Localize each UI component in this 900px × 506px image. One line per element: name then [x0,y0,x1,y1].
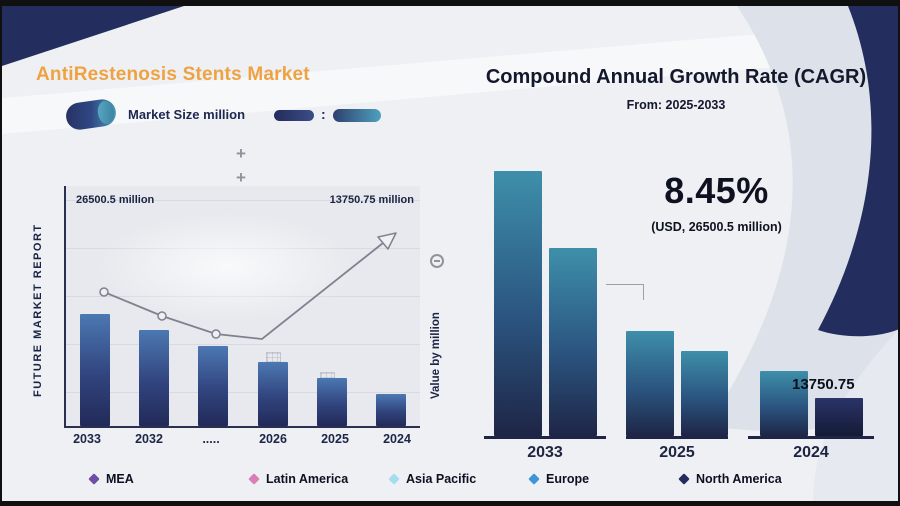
cagr-x-label: 2025 [659,444,695,461]
diamond-icon [388,473,400,485]
cagr-bar-group: 2033 [484,171,606,462]
legend-item-asia-pacific: Asia Pacific [388,472,477,486]
baseline [484,436,606,439]
legend-label: MEA [106,472,134,486]
baseline [748,436,874,439]
legend-label: North America [696,472,782,486]
legend-label: Europe [546,472,590,486]
future-market-report-label: FUTURE MARKET REPORT [32,223,44,397]
cagr-value: 8.45% [664,170,769,211]
value-axis-label: Value by million [430,312,442,400]
corner-decor [606,284,644,300]
market-size-legend: Market Size million [64,97,246,132]
diamond-icon [678,473,690,485]
page-title: AntiRestenosis Stents Market [36,64,310,85]
legend: MEA Latin America Asia Pacific Europe North … [2,472,898,496]
background-decor [2,6,898,501]
x-axis-label: 2033 [73,432,101,446]
x-axis-label: 2024 [383,432,411,446]
plus-icon: + [236,168,246,187]
legend-item-europe: Europe [528,472,590,486]
cagr-title: Compound Annual Growth Rate (CAGR) [485,66,867,88]
cagr-x-label: 2024 [793,444,829,461]
plus-icon: + [236,144,246,163]
legend-label: Asia Pacific [406,472,477,486]
left-chart-xlabels: 2033 2032..... 2026 2025 2024 [64,432,420,446]
cagr-bar [814,398,863,436]
stent-capsule-icon [64,97,118,132]
baseline [626,436,728,439]
left-chart-bars [74,314,412,426]
cagr-subtitle: From: 2025-2033 [626,98,726,112]
value-2024-label: 13750.75 [792,376,855,393]
pill-icon [332,108,381,122]
diamond-icon [88,473,100,485]
x-axis-label: ..... [202,432,220,446]
cagr-bar [680,351,728,436]
x-axis-label: 2025 [321,432,349,446]
market-size-bar [198,346,229,426]
market-size-label: Market Size million [128,107,246,122]
diamond-icon [248,473,260,485]
cagr-callout: 8.45% (USD, 26500.5 million) [614,170,819,234]
cagr-bar [493,171,542,436]
cagr-note: (USD, 26500.5 million) [651,220,782,234]
market-size-bar [375,394,406,426]
cagr-bar [626,331,674,436]
x-axis-label: 2026 [259,432,287,446]
cagr-x-label: 2033 [527,444,563,461]
cagr-bar-group: 2025 [626,171,728,462]
colon-separator: : [321,106,326,122]
start-value-label: 26500.5 million [76,194,155,206]
legend-item-mea: MEA [88,472,134,486]
market-size-bar [316,378,347,426]
scale-pills: : [274,106,381,122]
circle-minus-icon [430,254,444,268]
end-value-label: 13750.75 million [329,194,414,206]
market-size-chart: 26500.5 million 13750.75 million [64,186,420,428]
cagr-bar-group: 2024 [748,171,874,462]
market-size-bar [257,362,288,426]
legend-label: Latin America [266,472,349,486]
cagr-bar [548,248,597,436]
pill-icon [274,109,314,121]
market-size-bar [80,314,110,426]
diamond-icon [528,473,540,485]
legend-item-latin-america: Latin America [248,472,349,486]
legend-item-north-america: North America [678,472,782,486]
cagr-chart-groups: 2033 2025 2024 [472,171,874,462]
x-axis-label: 2032 [135,432,163,446]
cagr-bar [759,371,808,436]
market-size-bar [139,330,170,426]
